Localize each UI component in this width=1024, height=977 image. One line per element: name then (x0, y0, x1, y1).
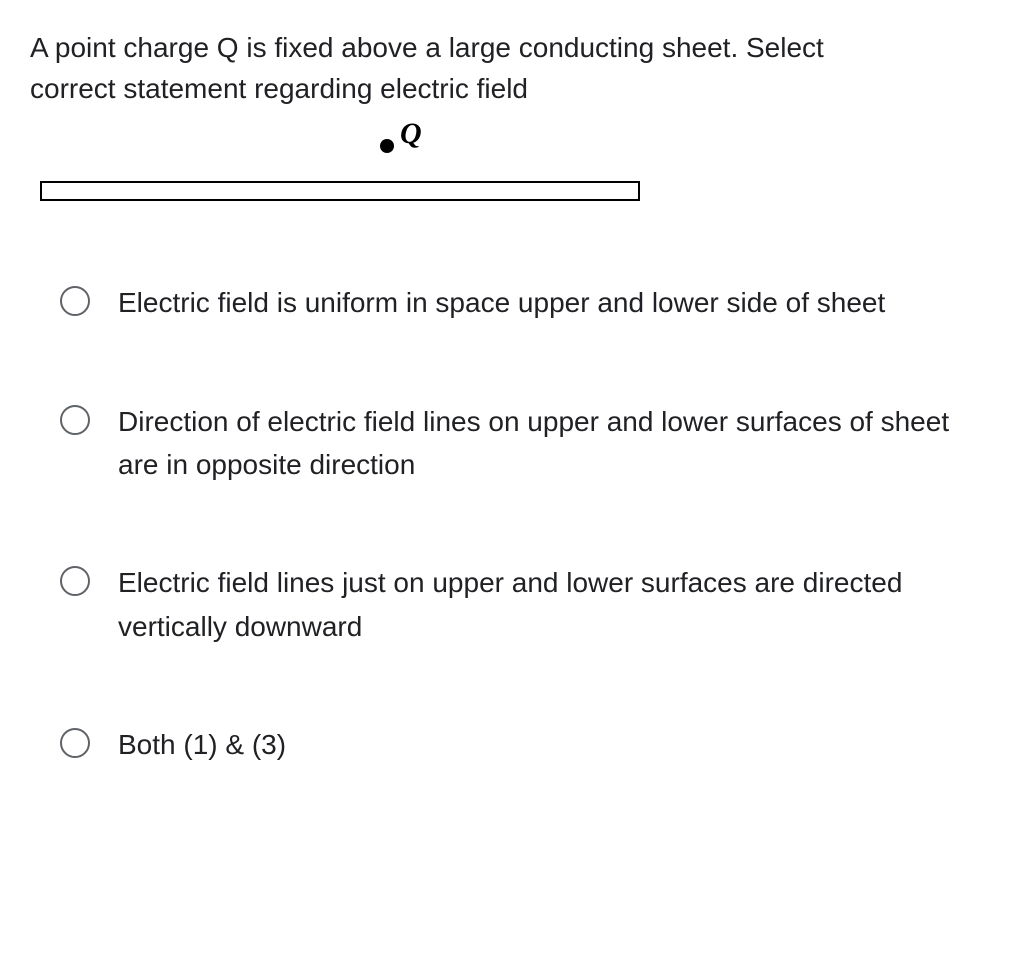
charge-label: Q (400, 117, 422, 151)
option-text: Direction of electric field lines on upp… (118, 400, 958, 487)
radio-icon[interactable] (60, 566, 90, 596)
option-2[interactable]: Direction of electric field lines on upp… (60, 400, 994, 487)
option-text: Electric field is uniform in space upper… (118, 281, 885, 324)
option-3[interactable]: Electric field lines just on upper and l… (60, 561, 994, 648)
option-text: Electric field lines just on upper and l… (118, 561, 958, 648)
radio-icon[interactable] (60, 728, 90, 758)
options-list: Electric field is uniform in space upper… (30, 281, 994, 766)
question-line2: correct statement regarding electric fie… (30, 73, 528, 104)
radio-icon[interactable] (60, 286, 90, 316)
diagram: Q (30, 121, 650, 221)
option-text: Both (1) & (3) (118, 723, 286, 766)
option-1[interactable]: Electric field is uniform in space upper… (60, 281, 994, 324)
question-stem: A point charge Q is fixed above a large … (30, 28, 994, 109)
charge-dot-icon (380, 139, 394, 153)
question-container: A point charge Q is fixed above a large … (0, 0, 1024, 767)
radio-icon[interactable] (60, 405, 90, 435)
conducting-sheet-icon (40, 181, 640, 201)
question-line1: A point charge Q is fixed above a large … (30, 32, 824, 63)
option-4[interactable]: Both (1) & (3) (60, 723, 994, 766)
